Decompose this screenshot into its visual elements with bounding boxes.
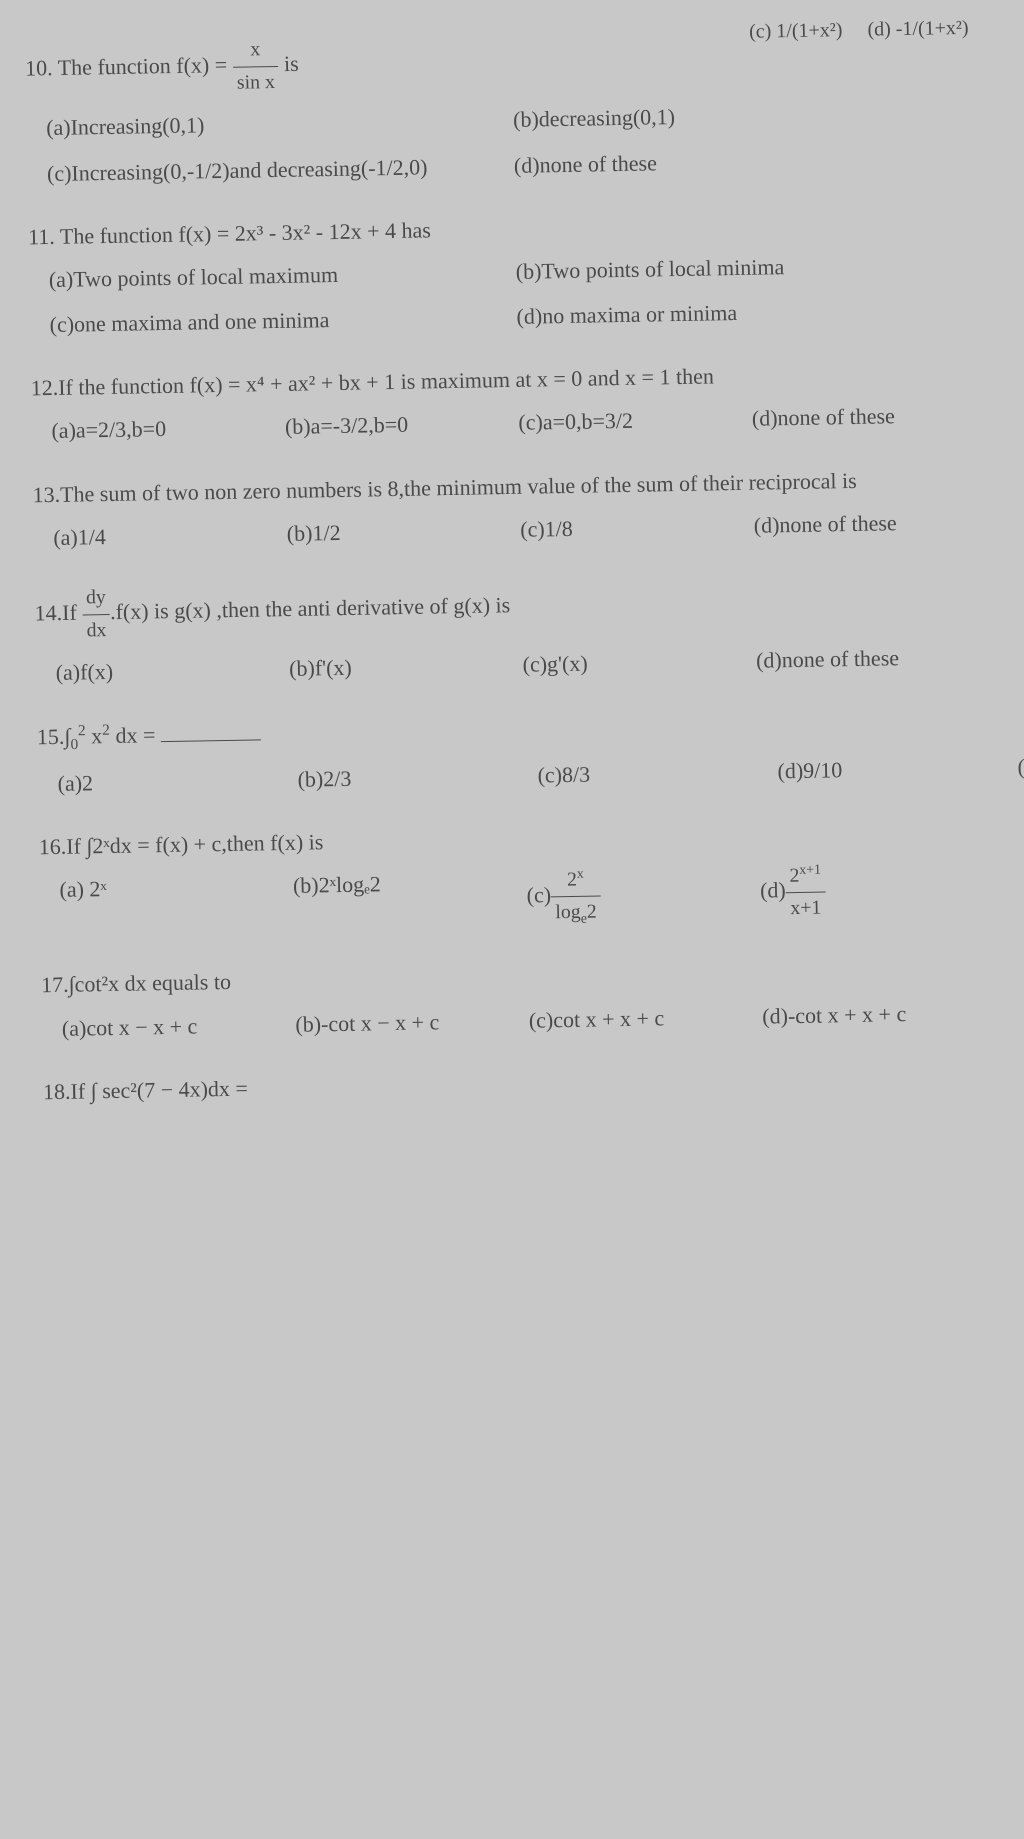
q10-c: (c)Increasing(0,-1/2)and decreasing(-1/2… [47,148,505,191]
q16-text: 16.If ∫2ˣdx = f(x) + c,then f(x) is [38,813,982,865]
q17-b: (b)-cot x − x + c [295,1002,519,1041]
q14-a: (a)f(x) [55,651,279,690]
q17-d: (d)-cot x + x + c [762,994,986,1033]
q12-options: (a)a=2/3,b=0 (b)a=-3/2,b=0 (c)a=0,b=3/2 … [51,397,975,448]
q11-options: (a)Two points of local maximum (b)Two po… [49,246,974,342]
q10-d: (d)none of these [514,139,972,182]
q16-c: (c)2xloge2 [526,860,751,931]
q12-text: 12.If the function f(x) = x⁴ + ax² + bx … [30,354,974,406]
q11-a: (a)Two points of local maximum [49,254,507,297]
q11-text: 11. The function f(x) = 2x³ - 3x² - 12x … [28,203,972,255]
question-13: 13.The sum of two non zero numbers is 8,… [32,460,977,555]
q11-b: (b)Two points of local minima [515,246,973,289]
q14-options: (a)f(x) (b)f'(x) (c)g'(x) (d)none of the… [55,639,979,690]
q13-text: 13.The sum of two non zero numbers is 8,… [32,460,976,512]
q11-d: (d)no maxima or minima [516,291,974,334]
q16-b: (b)2ˣlogₑ2 [293,864,518,935]
q16-options: (a) 2ˣ (b)2ˣlogₑ2 (c)2xloge2 (d)2x+1x+1 [59,856,984,940]
q15-options: (a)2 (b)2/3 (c)8/3 (d)9/10 (d)none of th… [57,749,981,800]
q13-a: (a)1/4 [53,516,277,555]
q12-b: (b)a=-3/2,b=0 [285,405,509,444]
q18-text: 18.If ∫ sec²(7 − 4x)dx = [43,1057,987,1109]
q16-d: (d)2x+1x+1 [760,856,985,927]
q12-d: (d)none of these [752,397,976,436]
corner-options: (c) 1/(1+x²) (d) -1/(1+x²) [749,12,969,48]
corner-d: (d) -1/(1+x²) [867,17,969,41]
q15-e: (d)none of these [1017,746,1024,784]
q13-b: (b)1/2 [286,512,510,551]
q13-d: (d)none of these [753,504,977,543]
q10-b: (b)decreasing(0,1) [513,94,971,137]
q14-c: (c)g'(x) [522,643,746,682]
corner-c: (c) 1/(1+x²) [749,19,843,43]
q14-d: (d)none of these [756,639,980,678]
q15-a: (a)2 [57,762,238,800]
question-10: 10. The function f(x) = xsin x is (a)Inc… [25,22,972,191]
question-14: 14.If dydx.f(x) is g(x) ,then the anti d… [34,567,980,691]
q17-a: (a)cot x − x + c [62,1007,286,1046]
q10-a: (a)Increasing(0,1) [46,102,504,145]
question-15: 15.∫02 x2 dx = (a)2 (b)2/3 (c)8/3 (d)9/1… [37,702,982,801]
q12-c: (c)a=0,b=3/2 [518,401,742,440]
q15-b: (b)2/3 [297,758,478,796]
q17-text: 17.∫cot²x dx equals to [41,951,985,1003]
question-12: 12.If the function f(x) = x⁴ + ax² + bx … [30,354,975,449]
q16-a: (a) 2ˣ [59,868,284,939]
question-18: 18.If ∫ sec²(7 − 4x)dx = [43,1057,987,1109]
q17-c: (c)cot x + x + c [529,998,753,1037]
question-11: 11. The function f(x) = 2x³ - 3x² - 12x … [28,203,974,343]
q14-b: (b)f'(x) [289,647,513,686]
q17-options: (a)cot x − x + c (b)-cot x − x + c (c)co… [62,994,986,1045]
q12-a: (a)a=2/3,b=0 [51,410,275,449]
q15-d: (d)9/10 [777,750,958,788]
question-16: 16.If ∫2ˣdx = f(x) + c,then f(x) is (a) … [38,813,984,940]
q14-text: 14.If dydx.f(x) is g(x) ,then the anti d… [34,567,979,648]
q13-c: (c)1/8 [520,508,744,547]
q15-text: 15.∫02 x2 dx = [37,702,982,758]
q10-options: (a)Increasing(0,1) (b)decreasing(0,1) (c… [46,94,971,190]
q15-c: (c)8/3 [537,754,718,792]
q13-options: (a)1/4 (b)1/2 (c)1/8 (d)none of these [53,504,977,555]
question-17: 17.∫cot²x dx equals to (a)cot x − x + c … [41,951,986,1046]
q11-c: (c)one maxima and one minima [49,299,507,342]
